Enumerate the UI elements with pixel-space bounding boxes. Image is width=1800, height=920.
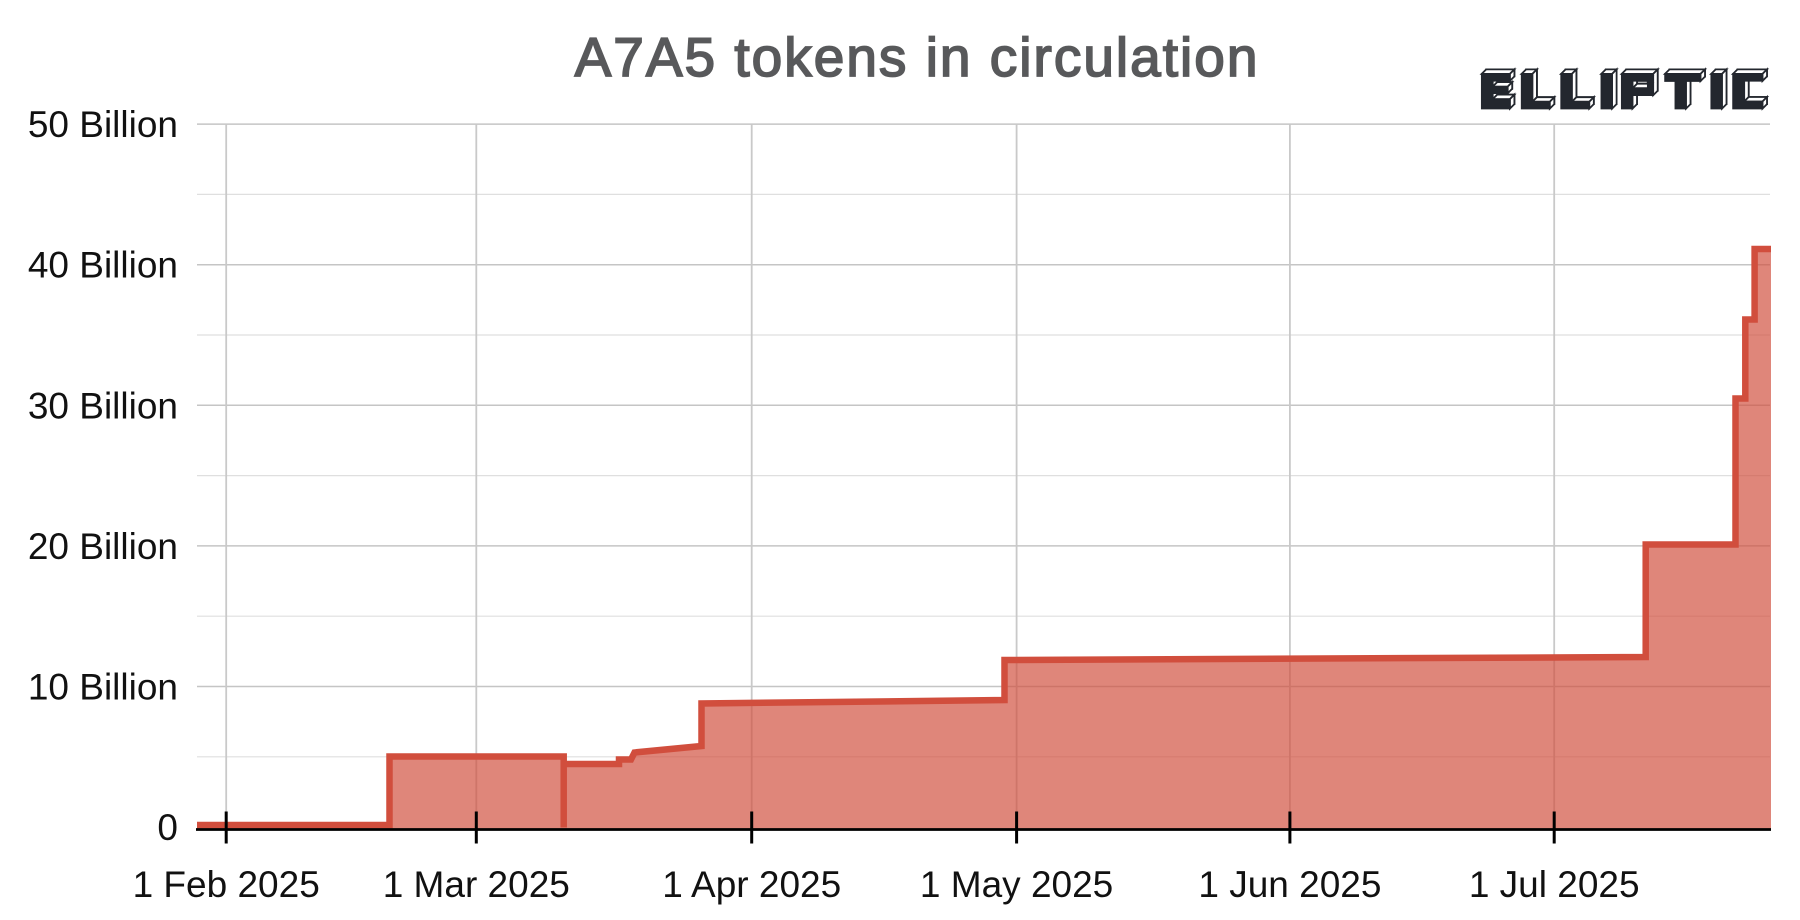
svg-text:0: 0 xyxy=(157,807,178,848)
svg-text:1 Jul 2025: 1 Jul 2025 xyxy=(1469,864,1640,905)
svg-text:40 Billion: 40 Billion xyxy=(28,245,178,286)
svg-text:50 Billion: 50 Billion xyxy=(28,104,178,145)
svg-text:20 Billion: 20 Billion xyxy=(28,526,178,567)
svg-text:A7A5 tokens in circulation: A7A5 tokens in circulation xyxy=(575,26,1260,88)
svg-text:1 May 2025: 1 May 2025 xyxy=(920,864,1113,905)
svg-text:1 Apr 2025: 1 Apr 2025 xyxy=(662,864,841,905)
svg-text:1 Mar 2025: 1 Mar 2025 xyxy=(383,864,570,905)
svg-text:10 Billion: 10 Billion xyxy=(28,667,178,708)
svg-text:30 Billion: 30 Billion xyxy=(28,385,178,426)
svg-text:1 Feb 2025: 1 Feb 2025 xyxy=(133,864,320,905)
svg-text:1 Jun 2025: 1 Jun 2025 xyxy=(1198,864,1381,905)
